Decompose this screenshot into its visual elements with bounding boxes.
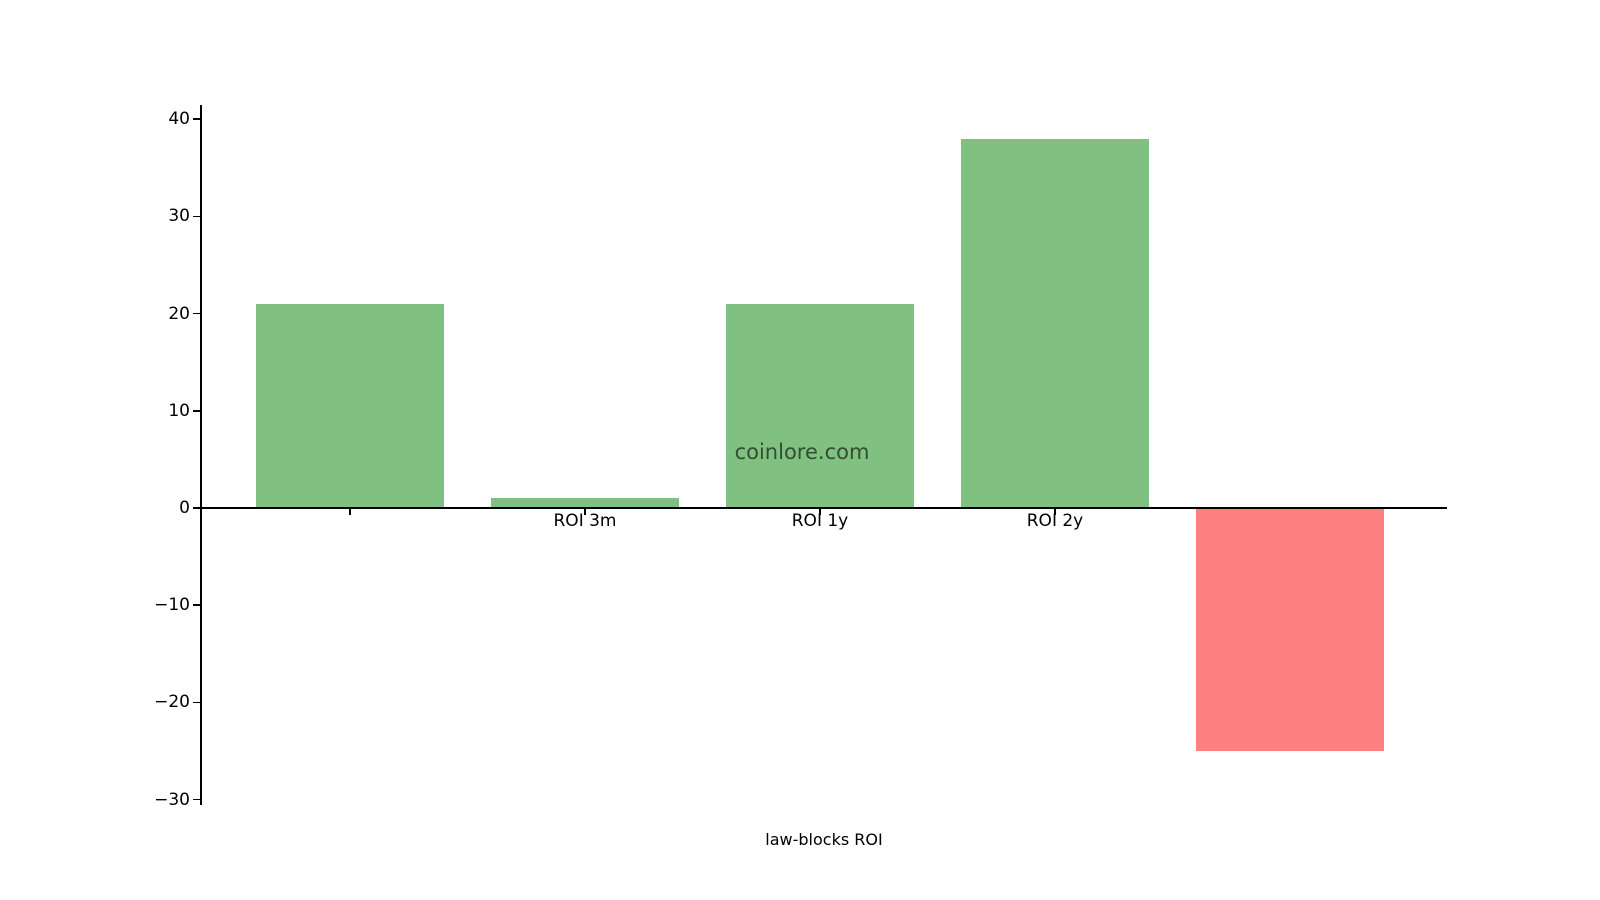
- x-tick-label: ROI 3m: [553, 511, 617, 531]
- y-tick-label: 10: [168, 400, 190, 421]
- y-tick-label: −30: [154, 789, 190, 810]
- x-tick-label: ROI 2y: [1026, 511, 1084, 531]
- y-tick-mark: [193, 118, 200, 120]
- y-axis-line: [200, 105, 202, 805]
- bar-ROI 1y: [726, 303, 914, 508]
- bar-ROI 2y: [961, 138, 1149, 508]
- x-tick-mark: [584, 508, 586, 515]
- x-tick-mark: [819, 508, 821, 515]
- bar-unlabeled-4: [1196, 508, 1384, 751]
- y-tick-mark: [193, 312, 200, 315]
- y-tick-mark: [193, 410, 200, 412]
- y-tick-label: 40: [168, 109, 190, 130]
- bar-ROI 3m: [491, 498, 679, 508]
- y-tick-label: 20: [168, 303, 190, 324]
- y-tick-mark: [193, 604, 200, 606]
- x-tick-label: ROI 1y: [791, 511, 849, 531]
- y-tick-label: −20: [154, 692, 190, 713]
- y-tick-label: 0: [179, 498, 190, 518]
- x-axis-zero-line: [200, 507, 1447, 509]
- y-tick-mark: [193, 215, 200, 218]
- x-tick-mark: [1054, 508, 1056, 515]
- y-tick-mark: [193, 507, 200, 509]
- x-tick-mark: [349, 508, 351, 515]
- bar-unlabeled-0: [256, 303, 444, 508]
- y-tick-mark: [193, 798, 200, 801]
- chart-xlabel: law-blocks ROI: [765, 830, 883, 849]
- y-tick-label: 30: [168, 206, 190, 227]
- y-tick-mark: [193, 701, 200, 704]
- watermark-text: coinlore.com: [734, 440, 870, 464]
- y-tick-label: −10: [154, 595, 190, 616]
